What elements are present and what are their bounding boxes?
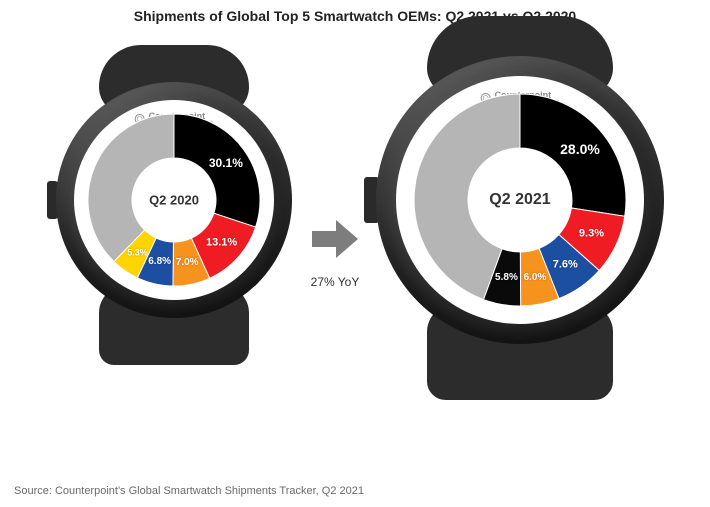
slice-pct-label: 6.0% — [524, 273, 547, 283]
slice-pct-label: 30.1% — [209, 157, 243, 169]
watch-face: Counterpoint Technology Market Research … — [74, 100, 274, 300]
slice-labels-2020: 30.1%13.1%HUAWEI7.0%imoo6.8%SAMSUNG5.3%A… — [74, 100, 274, 300]
arrow-right-icon — [310, 214, 360, 264]
huawei-icon — [641, 250, 644, 260]
slice-pct-label: 5.3% — [127, 248, 148, 257]
slice-pct-label: 7.6% — [553, 259, 578, 270]
watch-q2-2020: Counterpoint Technology Market Research … — [56, 82, 292, 318]
slice-brand-label: HUAWEI — [248, 262, 274, 281]
slice-brand-label: HUAWEI — [629, 250, 644, 270]
infographic-stage: Counterpoint Technology Market Research … — [0, 24, 710, 444]
huawei-icon — [258, 262, 270, 272]
chart-title: Shipments of Global Top 5 Smartwatch OEM… — [0, 0, 710, 24]
slice-pct-label: 9.3% — [579, 228, 604, 239]
slice-pct-label: 13.1% — [206, 237, 237, 248]
amazfit-icon — [99, 279, 109, 289]
yoy-label: 27% YoY — [310, 275, 360, 289]
slice-pct-label: 6.8% — [148, 257, 171, 267]
slice-brand-label: AMAZFIT — [90, 279, 116, 296]
slice-pct-label: 7.0% — [176, 258, 199, 268]
source-citation: Source: Counterpoint's Global Smartwatch… — [14, 485, 364, 497]
slice-pct-label: 5.8% — [495, 273, 518, 283]
watch-q2-2021: Counterpoint Technology Market Research … — [376, 56, 664, 344]
watch-face: Counterpoint Technology Market Research … — [396, 76, 644, 324]
slice-pct-label: 28.0% — [560, 142, 600, 156]
slice-brand-label: SAMSUNG — [575, 309, 621, 318]
yoy-arrow-block: 27% YoY — [310, 214, 360, 289]
slice-labels-2021: 28.0%9.3%HUAWEI7.6%SAMSUNG6.0%imoo5.8%GA… — [396, 76, 644, 324]
